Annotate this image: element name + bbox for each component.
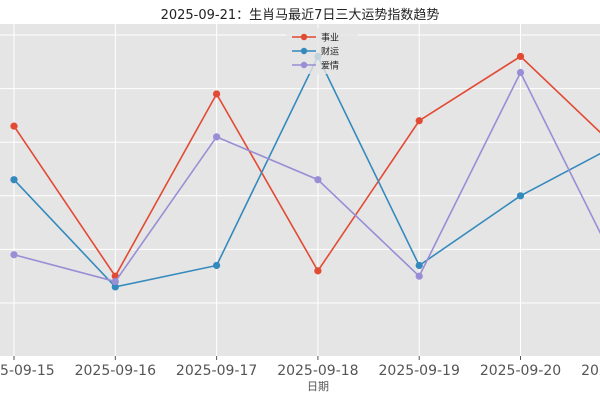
data-point	[516, 192, 525, 200]
chart-title: 2025-09-21：生肖马最近7日三大运势指数趋势	[160, 8, 440, 23]
x-tick-label: 2025-09-15	[0, 363, 55, 379]
data-point	[111, 277, 119, 286]
x-tick-label: 2025-09-20	[480, 363, 561, 379]
plot-area	[0, 24, 600, 356]
x-tick-label: 2025-09-18	[277, 363, 358, 379]
data-point	[516, 52, 525, 61]
data-point	[10, 122, 18, 130]
x-tick-label: 2025-09-19	[379, 363, 460, 379]
data-point	[415, 117, 423, 125]
legend-marker-icon	[300, 61, 308, 69]
data-point	[213, 261, 221, 270]
legend-marker-icon	[300, 33, 308, 41]
legend-item: 财运	[292, 46, 339, 58]
series-爱情	[10, 68, 600, 286]
data-point	[415, 261, 423, 270]
data-point	[213, 133, 221, 141]
data-point	[415, 272, 423, 280]
data-point	[111, 283, 119, 291]
series-事业	[10, 52, 600, 280]
x-tick-label: 2025-09-17	[176, 363, 257, 379]
x-tick-label: 2025-09-21	[581, 363, 600, 379]
data-point	[516, 68, 525, 77]
legend-item: 事业	[292, 32, 339, 44]
legend-label: 事业	[321, 32, 339, 44]
legend-marker-icon	[300, 47, 308, 55]
data-point	[314, 176, 322, 184]
data-point	[213, 90, 221, 98]
legend-label: 爱情	[321, 60, 339, 72]
x-axis-ticks: 2025-09-15 2025-09-16 2025-09-17 2025-09-18…	[0, 356, 600, 379]
legend-item: 爱情	[292, 60, 339, 72]
x-axis-label: 日期	[307, 380, 329, 393]
data-point	[10, 176, 18, 184]
legend-label: 财运	[321, 46, 339, 58]
data-point	[314, 267, 322, 275]
data-point	[10, 251, 18, 259]
x-tick-label: 2025-09-16	[75, 363, 156, 379]
